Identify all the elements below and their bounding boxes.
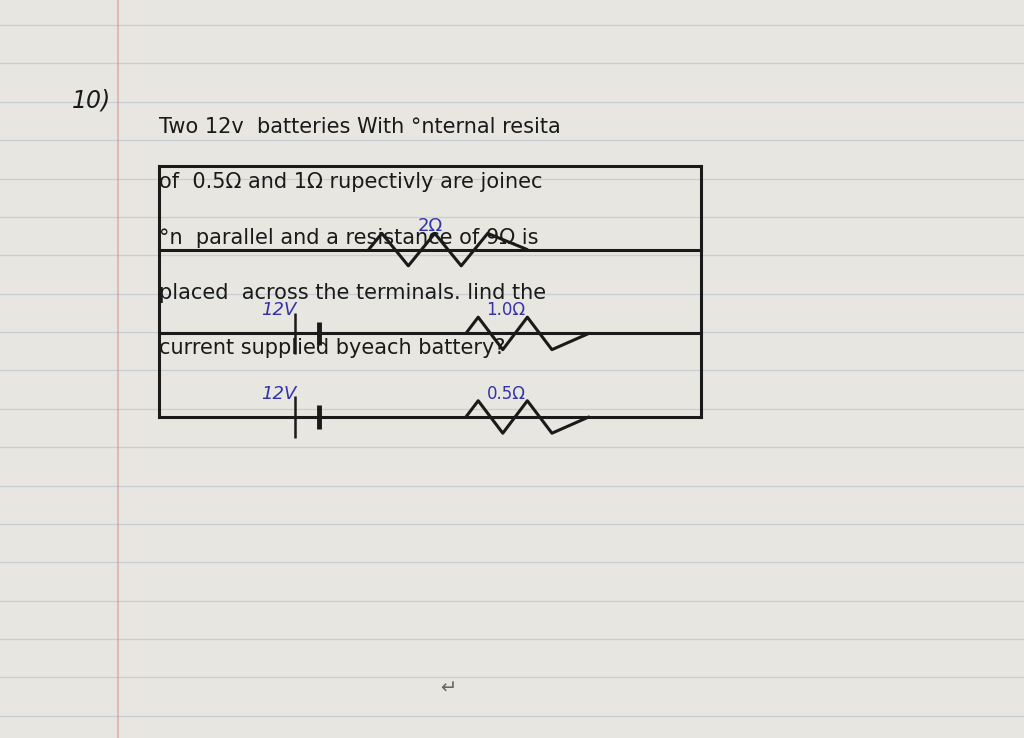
Text: 12V: 12V	[261, 301, 297, 319]
Text: placed  across the terminals. lind the: placed across the terminals. lind the	[159, 283, 546, 303]
Text: 2Ω: 2Ω	[418, 217, 442, 235]
Text: 10): 10)	[72, 88, 111, 112]
Text: of  0.5Ω and 1Ω rupectivly are joineс: of 0.5Ω and 1Ω rupectivly are joineс	[159, 172, 543, 192]
Text: 12V: 12V	[261, 384, 297, 402]
Text: current supplied byeach battery?: current supplied byeach battery?	[159, 338, 505, 358]
Text: ↵: ↵	[440, 679, 457, 697]
Text: 0.5Ω: 0.5Ω	[486, 384, 525, 402]
Text: °n  parallel and a resistance of 9Ω is: °n parallel and a resistance of 9Ω is	[159, 227, 539, 247]
Text: Two 12v  batteries With °nternal resita: Two 12v batteries With °nternal resita	[159, 117, 560, 137]
Text: 1.0Ω: 1.0Ω	[486, 301, 525, 319]
